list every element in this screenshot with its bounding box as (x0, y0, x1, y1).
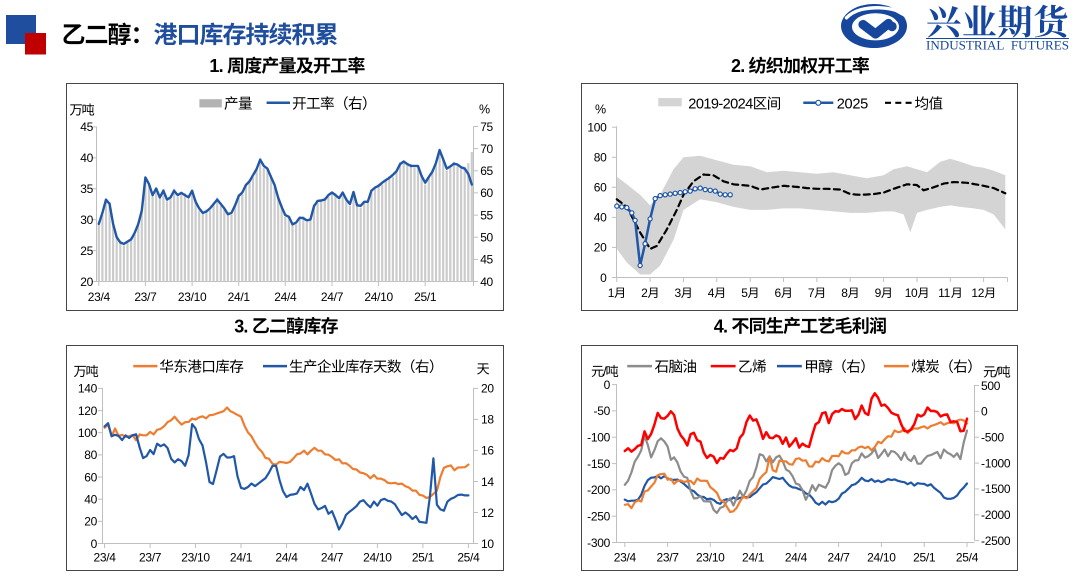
svg-text:4: 4 (708, 286, 715, 300)
svg-text:24/1: 24/1 (742, 551, 765, 565)
svg-text:24/10: 24/10 (363, 551, 392, 565)
svg-text:45: 45 (480, 253, 493, 267)
svg-text:%: % (595, 103, 606, 117)
svg-text:20: 20 (481, 382, 494, 396)
svg-text:40: 40 (84, 493, 97, 507)
svg-text:120: 120 (78, 404, 98, 418)
svg-text:10: 10 (905, 286, 918, 300)
svg-text:2019-2024: 2019-2024 (688, 97, 753, 113)
svg-text:10: 10 (481, 537, 494, 551)
svg-text:45: 45 (80, 120, 93, 134)
svg-text:8: 8 (841, 286, 848, 300)
svg-text:24/7: 24/7 (321, 551, 344, 565)
svg-text:100: 100 (587, 121, 607, 135)
svg-text:4.: 4. (714, 316, 727, 336)
svg-text:-1000: -1000 (981, 456, 1011, 470)
svg-text:23/4: 23/4 (94, 551, 117, 565)
svg-text:24/10: 24/10 (364, 290, 393, 304)
svg-text:2.: 2. (731, 56, 744, 76)
svg-text:16: 16 (481, 444, 494, 458)
svg-text:3: 3 (675, 286, 682, 300)
svg-text:18: 18 (481, 413, 494, 427)
svg-text:1: 1 (608, 286, 615, 300)
svg-text:70: 70 (480, 142, 493, 156)
svg-text:5: 5 (741, 286, 748, 300)
svg-text:50: 50 (480, 231, 493, 245)
svg-text:23/7: 23/7 (134, 290, 157, 304)
svg-text:-200: -200 (587, 483, 610, 497)
svg-text:11: 11 (938, 286, 950, 300)
svg-text:24/7: 24/7 (828, 551, 851, 565)
svg-text:23/4: 23/4 (614, 551, 637, 565)
svg-text:23/7: 23/7 (657, 551, 680, 565)
svg-text:24/7: 24/7 (321, 290, 344, 304)
svg-text:12: 12 (971, 286, 984, 300)
svg-text:24/1: 24/1 (230, 551, 253, 565)
svg-text:25/1: 25/1 (913, 551, 936, 565)
svg-text:1.: 1. (209, 56, 222, 76)
svg-text:-500: -500 (981, 431, 1004, 445)
svg-text:14: 14 (481, 475, 494, 489)
svg-text:35: 35 (80, 182, 93, 196)
svg-text:0: 0 (91, 537, 98, 551)
svg-text:24/10: 24/10 (867, 551, 896, 565)
svg-text:7: 7 (808, 286, 815, 300)
svg-text:75: 75 (480, 120, 493, 134)
svg-text:40: 40 (480, 275, 493, 289)
svg-text:-300: -300 (587, 536, 610, 550)
svg-text:25/4: 25/4 (457, 551, 480, 565)
svg-text:20: 20 (594, 241, 607, 255)
svg-text:20: 20 (84, 515, 97, 529)
svg-text:100: 100 (78, 426, 98, 440)
svg-text:20: 20 (80, 275, 93, 289)
svg-text:3.: 3. (234, 316, 247, 336)
svg-text:-2500: -2500 (981, 534, 1011, 548)
svg-text:0: 0 (981, 405, 988, 419)
svg-text:-50: -50 (594, 404, 611, 418)
svg-text:2: 2 (641, 286, 648, 300)
svg-text:30: 30 (80, 213, 93, 227)
svg-text:500: 500 (981, 379, 1001, 393)
svg-text:25/4: 25/4 (956, 551, 979, 565)
svg-text:60: 60 (594, 181, 607, 195)
svg-text:140: 140 (78, 382, 98, 396)
svg-text:25/1: 25/1 (414, 290, 437, 304)
svg-text:-2000: -2000 (981, 508, 1011, 522)
svg-text:0: 0 (600, 271, 607, 285)
svg-text:25/1: 25/1 (412, 551, 435, 565)
svg-text:9: 9 (875, 286, 882, 300)
svg-text:-1500: -1500 (981, 482, 1011, 496)
svg-text:60: 60 (480, 186, 493, 200)
svg-text:23/4: 23/4 (88, 290, 111, 304)
svg-text:6: 6 (775, 286, 782, 300)
svg-text:40: 40 (80, 151, 93, 165)
svg-text:23/7: 23/7 (139, 551, 162, 565)
svg-text:23/10: 23/10 (178, 290, 207, 304)
svg-text:%: % (479, 103, 490, 117)
svg-text:12: 12 (481, 506, 494, 520)
svg-text:80: 80 (594, 151, 607, 165)
svg-text:-250: -250 (587, 510, 610, 524)
svg-text:55: 55 (480, 208, 493, 222)
svg-text:40: 40 (594, 211, 607, 225)
svg-text:60: 60 (84, 470, 97, 484)
svg-text:24/4: 24/4 (275, 551, 298, 565)
svg-text:24/4: 24/4 (785, 551, 808, 565)
svg-text:-150: -150 (587, 457, 610, 471)
svg-text:65: 65 (480, 164, 493, 178)
svg-text:24/1: 24/1 (228, 290, 251, 304)
svg-text:INDUSTRIAL FUTURES: INDUSTRIAL FUTURES (926, 39, 1069, 53)
svg-text:23/10: 23/10 (181, 551, 210, 565)
svg-text:-100: -100 (587, 431, 610, 445)
svg-text:80: 80 (84, 448, 97, 462)
svg-text:23/10: 23/10 (696, 551, 725, 565)
svg-text:25: 25 (80, 244, 93, 258)
svg-text:2025: 2025 (837, 97, 868, 113)
svg-text:0: 0 (604, 378, 611, 392)
svg-text:24/4: 24/4 (274, 290, 297, 304)
